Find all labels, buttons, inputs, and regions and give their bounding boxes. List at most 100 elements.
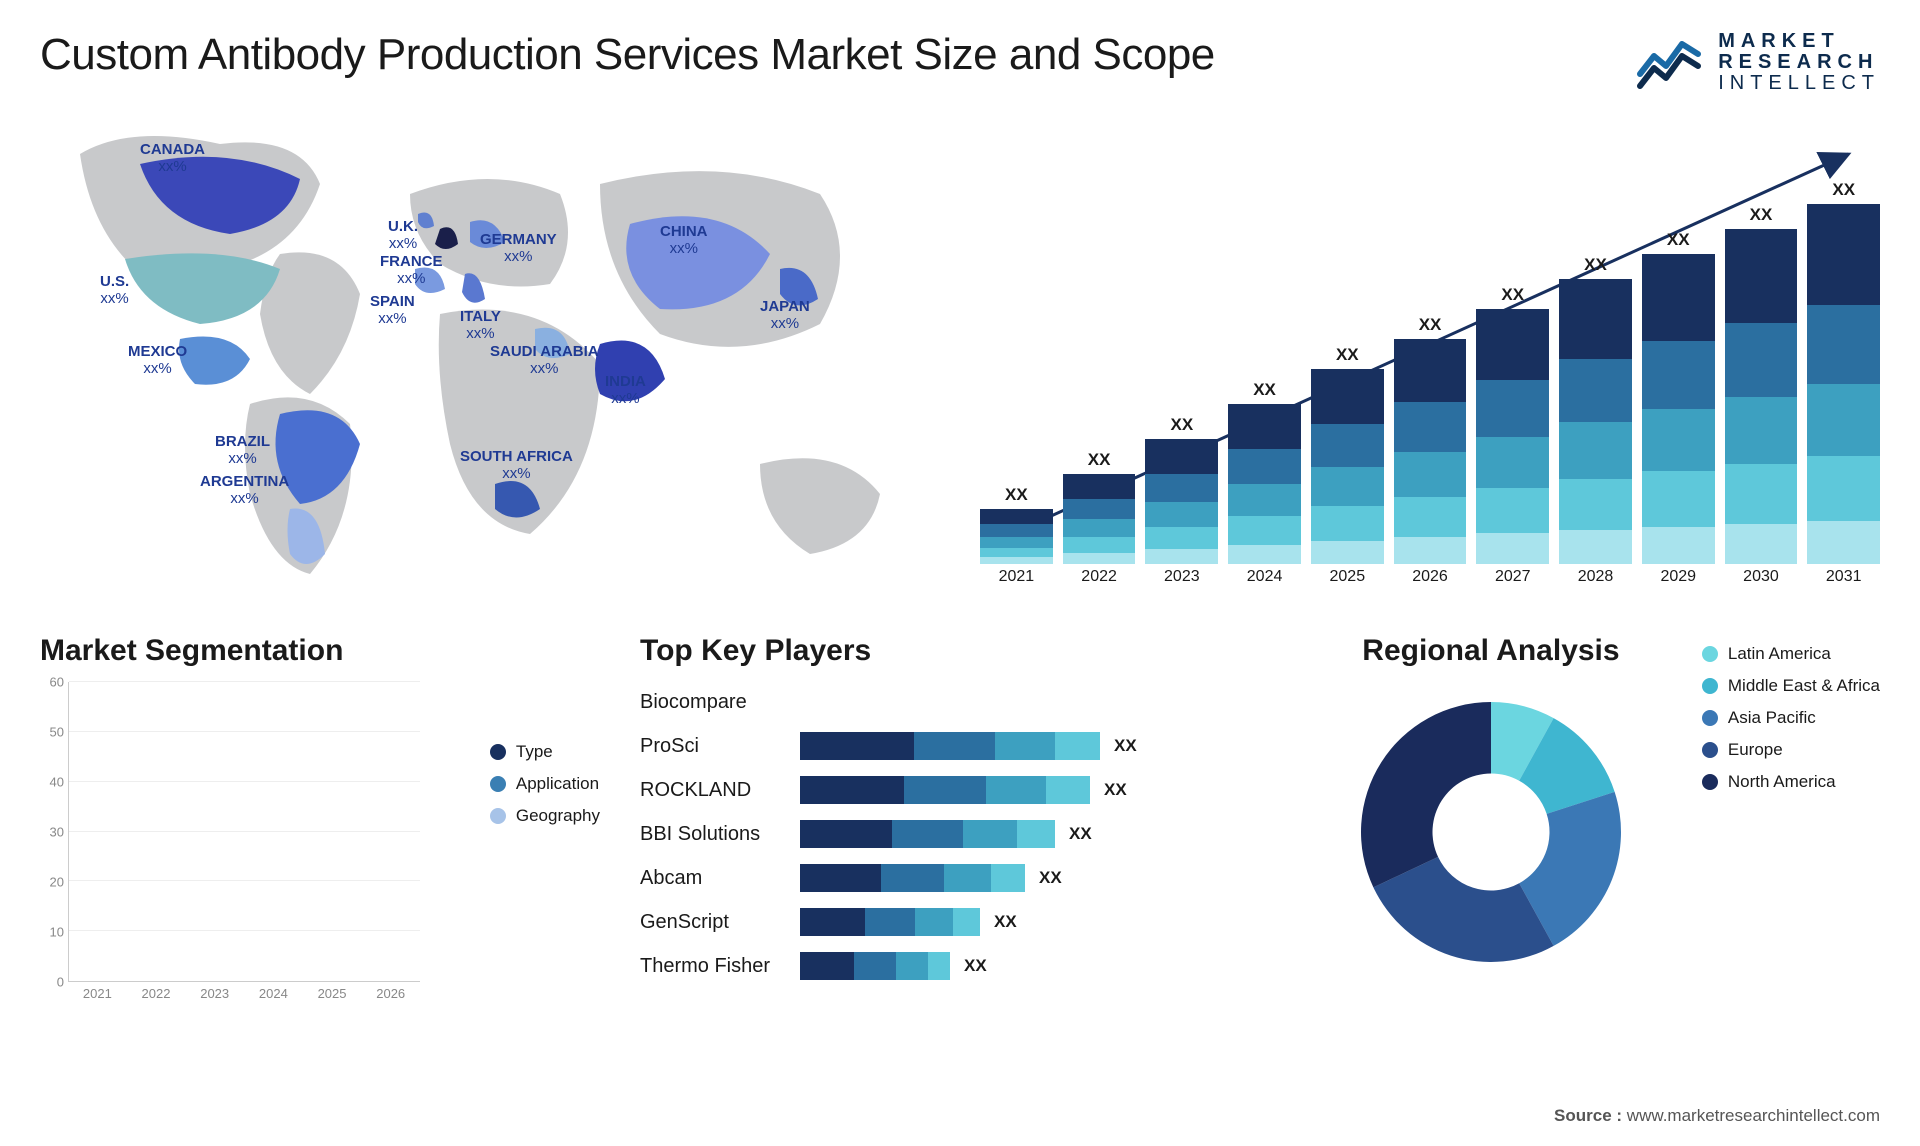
segmentation-legend: TypeApplicationGeography bbox=[490, 742, 600, 838]
forecast-bar-2026: XX bbox=[1394, 315, 1467, 564]
map-label-argentina: ARGENTINAxx% bbox=[200, 474, 289, 507]
player-row: Thermo FisherXX bbox=[640, 946, 1280, 986]
forecast-bar-seg bbox=[1228, 545, 1301, 564]
source-footer: Source : www.marketresearchintellect.com bbox=[1554, 1106, 1880, 1126]
forecast-bar-label: XX bbox=[1750, 205, 1773, 225]
source-text: www.marketresearchintellect.com bbox=[1627, 1106, 1880, 1125]
forecast-bar-seg bbox=[1145, 502, 1218, 527]
forecast-bar-seg bbox=[1311, 424, 1384, 467]
regional-section: Regional Analysis Latin America Middle Ea… bbox=[1320, 634, 1880, 1001]
region-legend-item: Latin America bbox=[1702, 644, 1880, 664]
regional-legend: Latin America Middle East & Africa Asia Pa… bbox=[1702, 634, 1880, 804]
player-bar-seg bbox=[915, 908, 953, 936]
forecast-year-label: 2026 bbox=[1394, 568, 1467, 594]
page-title: Custom Antibody Production Services Mark… bbox=[40, 30, 1215, 80]
forecast-bar-seg bbox=[1311, 541, 1384, 564]
forecast-bar-seg bbox=[1394, 452, 1467, 497]
seg-y-tick: 10 bbox=[50, 925, 64, 940]
forecast-year-label: 2031 bbox=[1807, 568, 1880, 594]
player-bar-wrap: XX bbox=[800, 908, 1280, 936]
player-row: AbcamXX bbox=[640, 858, 1280, 898]
legend-label: Application bbox=[516, 774, 599, 794]
forecast-bar-seg bbox=[1063, 537, 1136, 553]
logo-text-2: RESEARCH bbox=[1718, 52, 1880, 73]
forecast-bar-seg bbox=[1228, 449, 1301, 484]
players-chart: BiocompareProSciXXROCKLANDXXBBI Solution… bbox=[640, 682, 1280, 986]
player-bar bbox=[800, 908, 980, 936]
players-title: Top Key Players bbox=[640, 634, 1280, 668]
player-value-label: XX bbox=[1039, 868, 1062, 888]
map-label-italy: ITALYxx% bbox=[460, 309, 501, 342]
seg-gridline bbox=[69, 781, 420, 782]
forecast-bar-seg bbox=[1394, 339, 1467, 402]
player-bar-seg bbox=[914, 732, 995, 760]
player-bar-seg bbox=[800, 776, 904, 804]
legend-label: Geography bbox=[516, 806, 600, 826]
player-bar-seg bbox=[904, 776, 985, 804]
forecast-bar-seg bbox=[1559, 479, 1632, 530]
forecast-bar-seg bbox=[1228, 516, 1301, 545]
player-bar-seg bbox=[854, 952, 896, 980]
region-legend-item: Asia Pacific bbox=[1702, 708, 1880, 728]
forecast-bar-seg bbox=[1642, 471, 1715, 527]
forecast-bar-label: XX bbox=[1584, 255, 1607, 275]
seg-y-tick: 50 bbox=[50, 725, 64, 740]
forecast-year-label: 2030 bbox=[1725, 568, 1798, 594]
forecast-bar-seg bbox=[1807, 204, 1880, 305]
forecast-bar-seg bbox=[1807, 384, 1880, 456]
player-bar-seg bbox=[991, 864, 1025, 892]
seg-x-label: 2021 bbox=[68, 982, 127, 1001]
segmentation-title: Market Segmentation bbox=[40, 634, 600, 668]
legend-label: Europe bbox=[1728, 740, 1783, 760]
map-label-saudi-arabia: SAUDI ARABIAxx% bbox=[490, 344, 599, 377]
legend-swatch bbox=[490, 776, 506, 792]
player-bar-seg bbox=[928, 952, 951, 980]
map-label-u.s.: U.S.xx% bbox=[100, 274, 129, 307]
forecast-year-label: 2023 bbox=[1145, 568, 1218, 594]
player-bar bbox=[800, 820, 1055, 848]
forecast-bar-label: XX bbox=[1253, 380, 1276, 400]
player-value-label: XX bbox=[1069, 824, 1092, 844]
regional-title: Regional Analysis bbox=[1320, 634, 1662, 668]
player-value-label: XX bbox=[1104, 780, 1127, 800]
forecast-bar-seg bbox=[1725, 229, 1798, 323]
forecast-year-label: 2021 bbox=[980, 568, 1053, 594]
forecast-bar-2025: XX bbox=[1311, 345, 1384, 564]
player-name: Biocompare bbox=[640, 691, 800, 714]
seg-gridline bbox=[69, 930, 420, 931]
forecast-bar-seg bbox=[1476, 380, 1549, 436]
players-section: Top Key Players BiocompareProSciXXROCKLA… bbox=[640, 634, 1280, 1001]
player-bar-seg bbox=[881, 864, 944, 892]
map-label-japan: JAPANxx% bbox=[760, 299, 810, 332]
region-legend-item: Middle East & Africa bbox=[1702, 676, 1880, 696]
player-bar-seg bbox=[800, 952, 854, 980]
forecast-bar-seg bbox=[1228, 404, 1301, 449]
player-name: GenScript bbox=[640, 911, 800, 934]
brand-logo: MARKET RESEARCH INTELLECT bbox=[1636, 30, 1880, 94]
seg-y-tick: 60 bbox=[50, 675, 64, 690]
legend-swatch bbox=[1702, 742, 1718, 758]
map-label-india: INDIAxx% bbox=[605, 374, 646, 407]
seg-x-label: 2026 bbox=[361, 982, 420, 1001]
forecast-bar-label: XX bbox=[1419, 315, 1442, 335]
forecast-bar-seg bbox=[980, 524, 1053, 536]
forecast-bar-seg bbox=[1807, 456, 1880, 521]
forecast-bar-2023: XX bbox=[1145, 415, 1218, 564]
world-map: CANADAxx%U.S.xx%MEXICOxx%BRAZILxx%ARGENT… bbox=[40, 114, 920, 594]
legend-swatch bbox=[1702, 710, 1718, 726]
map-label-spain: SPAINxx% bbox=[370, 294, 415, 327]
forecast-bar-seg bbox=[1725, 397, 1798, 464]
player-value-label: XX bbox=[1114, 736, 1137, 756]
forecast-bar-seg bbox=[1807, 305, 1880, 384]
player-name: Thermo Fisher bbox=[640, 955, 800, 978]
player-bar-wrap bbox=[800, 688, 1280, 716]
forecast-bar-seg bbox=[1476, 309, 1549, 380]
forecast-bar-seg bbox=[1394, 537, 1467, 564]
player-bar-seg bbox=[865, 908, 915, 936]
player-bar-seg bbox=[944, 864, 991, 892]
seg-y-tick: 0 bbox=[57, 975, 64, 990]
player-bar-seg bbox=[1055, 732, 1100, 760]
player-bar-wrap: XX bbox=[800, 776, 1280, 804]
player-bar-seg bbox=[953, 908, 980, 936]
seg-legend-item: Application bbox=[490, 774, 600, 794]
